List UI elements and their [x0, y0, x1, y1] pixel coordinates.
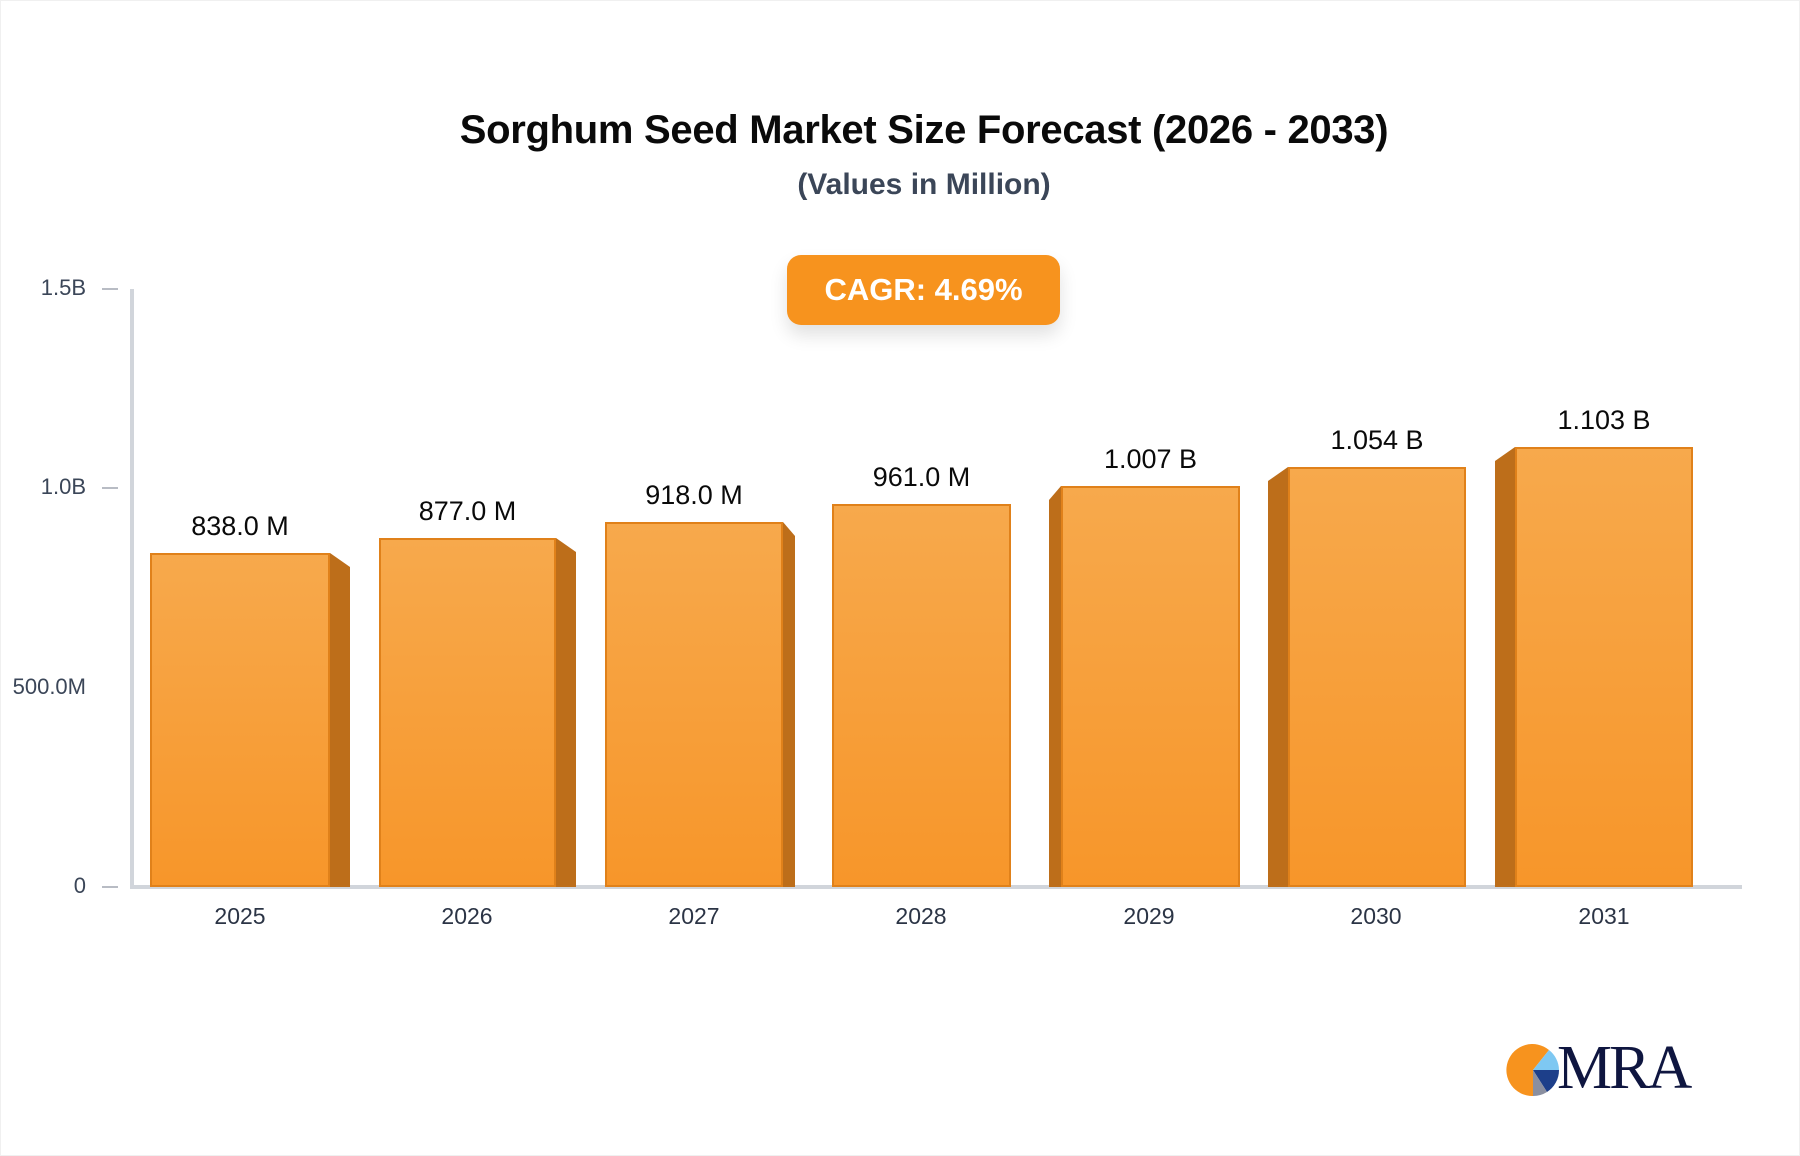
- x-tick-label: 2027: [668, 903, 720, 929]
- x-tick-label: 2026: [441, 903, 493, 929]
- bar-side-face: [330, 553, 350, 887]
- bar-2027[interactable]: 918.0 M: [605, 480, 795, 887]
- bar-front-face: [605, 522, 783, 887]
- x-tick-label: 2029: [1123, 903, 1175, 929]
- bar-side-face: [1268, 467, 1288, 887]
- y-tick-label: 1.0B: [40, 474, 86, 499]
- pie-chart-icon: [1506, 1044, 1560, 1097]
- bar-value-label: 961.0 M: [872, 462, 971, 492]
- bar-front-face: [832, 504, 1011, 887]
- y-tick-label: 1.5B: [40, 275, 86, 300]
- bar-2029[interactable]: 1.007 B: [1049, 444, 1240, 887]
- bar-2025[interactable]: 838.0 M: [150, 511, 350, 887]
- bar-front-face: [379, 538, 556, 887]
- y-tick-1000: [102, 487, 118, 489]
- cagr-label: CAGR: 4.69%: [824, 272, 1023, 307]
- bar-side-face: [1495, 447, 1515, 887]
- bar-side-face: [556, 538, 576, 887]
- y-axis-line: [130, 289, 134, 889]
- bar-2030[interactable]: 1.054 B: [1268, 425, 1466, 887]
- bar-value-label: 918.0 M: [645, 480, 743, 510]
- logo-text: MRA: [1557, 1034, 1692, 1102]
- y-tick-label: 500.0M: [12, 674, 86, 699]
- x-axis-line: [130, 885, 1742, 889]
- bar-front-face: [1288, 467, 1466, 887]
- bar-2028[interactable]: 961.0 M: [832, 462, 1011, 887]
- x-tick-label: 2028: [895, 903, 947, 929]
- bar-2026[interactable]: 877.0 M: [379, 496, 576, 887]
- chart-title: Sorghum Seed Market Size Forecast (2026 …: [459, 108, 1389, 152]
- x-tick-label: 2025: [214, 903, 266, 929]
- bar-2031[interactable]: 1.103 B: [1495, 405, 1693, 887]
- bar-value-label: 1.103 B: [1557, 405, 1651, 435]
- cagr-badge: CAGR: 4.69%: [787, 255, 1060, 325]
- chart-subtitle: (Values in Million): [797, 168, 1051, 201]
- bar-side-face: [1049, 486, 1061, 887]
- y-tick-0: [102, 886, 118, 888]
- bar-side-face: [783, 522, 795, 887]
- y-tick-label: 0: [73, 873, 86, 898]
- x-tick-label: 2030: [1350, 903, 1402, 929]
- bar-front-face: [150, 553, 330, 887]
- mra-logo: MRA: [1505, 1034, 1695, 1102]
- bar-value-label: 877.0 M: [418, 496, 517, 526]
- bar-front-face: [1515, 447, 1693, 887]
- bar-front-face: [1061, 486, 1240, 887]
- y-tick-1500: [102, 288, 118, 290]
- bar-value-label: 1.054 B: [1330, 425, 1424, 455]
- x-tick-label: 2031: [1578, 903, 1630, 929]
- bar-value-label: 1.007 B: [1103, 444, 1198, 474]
- bar-value-label: 838.0 M: [191, 511, 289, 541]
